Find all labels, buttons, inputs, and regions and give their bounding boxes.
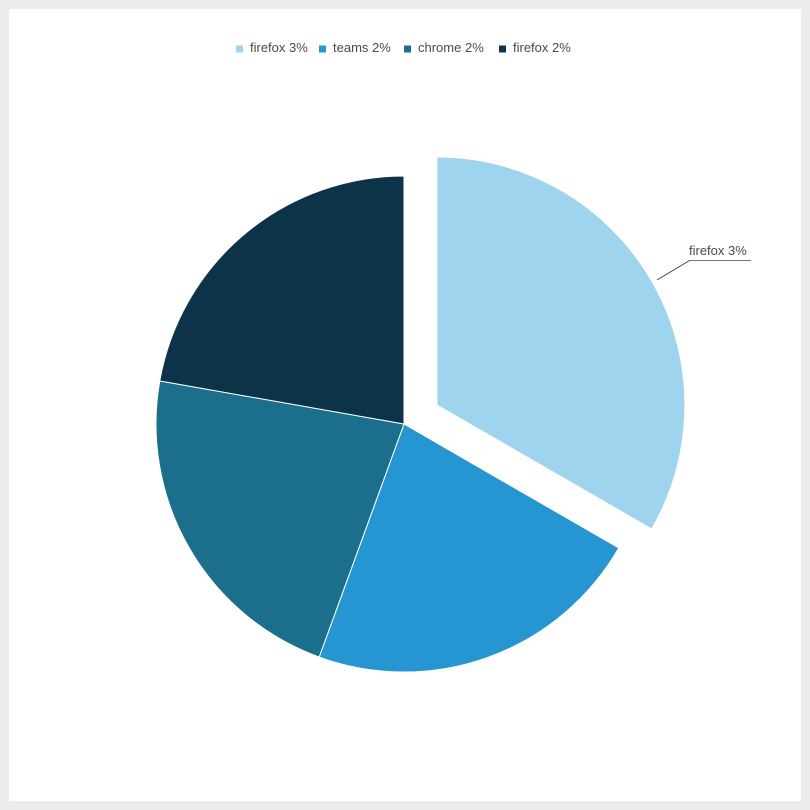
svg-text:firefox 3%: firefox 3% bbox=[689, 243, 747, 258]
svg-text:teams 2%: teams 2% bbox=[333, 40, 391, 55]
svg-text:chrome 2%: chrome 2% bbox=[418, 40, 484, 55]
svg-text:firefox 2%: firefox 2% bbox=[513, 40, 571, 55]
svg-text:firefox 3%: firefox 3% bbox=[250, 40, 308, 55]
